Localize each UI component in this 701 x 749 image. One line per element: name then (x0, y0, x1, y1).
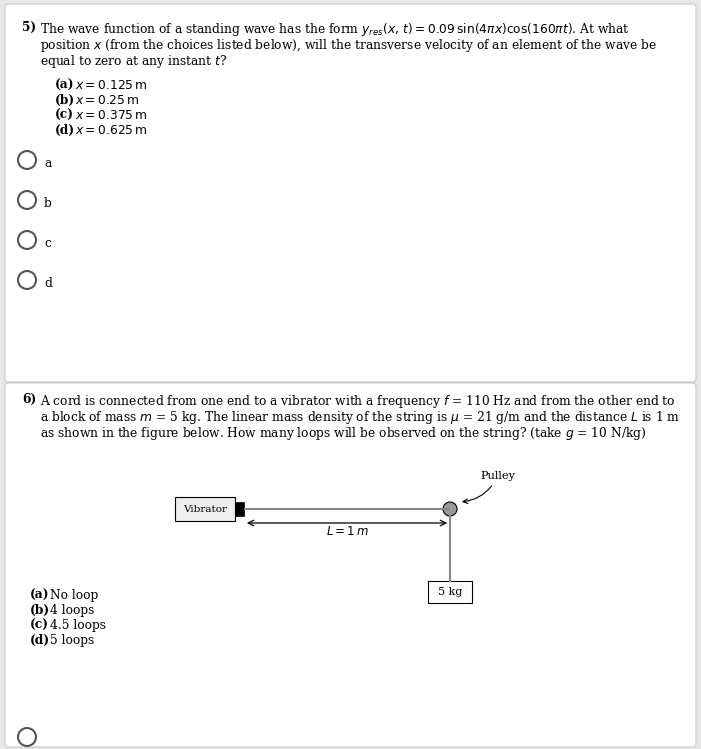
Text: $x = 0.125\,\mathrm{m}$: $x = 0.125\,\mathrm{m}$ (75, 79, 148, 92)
Text: Pulley: Pulley (463, 471, 515, 503)
Text: $x = 0.375\,\mathrm{m}$: $x = 0.375\,\mathrm{m}$ (75, 109, 148, 122)
FancyBboxPatch shape (175, 497, 235, 521)
Text: 5 kg: 5 kg (438, 587, 462, 597)
FancyBboxPatch shape (235, 502, 244, 516)
Text: (d): (d) (55, 124, 75, 137)
Text: The wave function of a standing wave has the form $y_{res}(x,\,t) = 0.09\,\sin(4: The wave function of a standing wave has… (40, 21, 629, 38)
Text: 6): 6) (22, 393, 36, 406)
Text: (b): (b) (30, 604, 50, 617)
Text: No loop: No loop (50, 589, 98, 602)
Text: $L = 1\,m$: $L = 1\,m$ (325, 525, 369, 538)
Text: (a): (a) (30, 589, 50, 602)
Text: as shown in the figure below. How many loops will be observed on the string? (ta: as shown in the figure below. How many l… (40, 425, 646, 442)
Text: (a): (a) (55, 79, 74, 92)
Text: position $x$ (from the choices listed below), will the transverse velocity of an: position $x$ (from the choices listed be… (40, 37, 657, 54)
FancyBboxPatch shape (5, 383, 696, 747)
Text: b: b (44, 197, 52, 210)
Text: 5): 5) (22, 21, 36, 34)
Text: (d): (d) (30, 634, 50, 647)
FancyBboxPatch shape (428, 581, 472, 603)
Text: equal to zero at any instant $t$?: equal to zero at any instant $t$? (40, 53, 227, 70)
Text: a block of mass $m$ = 5 kg. The linear mass density of the string is $\mu$ = 21 : a block of mass $m$ = 5 kg. The linear m… (40, 409, 680, 426)
Text: $x = 0.625\,\mathrm{m}$: $x = 0.625\,\mathrm{m}$ (75, 124, 148, 137)
Circle shape (443, 502, 457, 516)
FancyBboxPatch shape (5, 4, 696, 382)
Text: 5 loops: 5 loops (50, 634, 94, 647)
Text: 4.5 loops: 4.5 loops (50, 619, 106, 632)
Text: (c): (c) (55, 109, 74, 122)
Text: c: c (44, 237, 51, 250)
Text: Vibrator: Vibrator (183, 505, 227, 514)
Text: (c): (c) (30, 619, 49, 632)
Text: (b): (b) (55, 94, 75, 107)
Text: $x = 0.25\,\mathrm{m}$: $x = 0.25\,\mathrm{m}$ (75, 94, 139, 107)
Text: 4 loops: 4 loops (50, 604, 95, 617)
Text: A cord is connected from one end to a vibrator with a frequency $f$ = 110 Hz and: A cord is connected from one end to a vi… (40, 393, 676, 410)
Text: d: d (44, 277, 52, 290)
Text: a: a (44, 157, 51, 170)
